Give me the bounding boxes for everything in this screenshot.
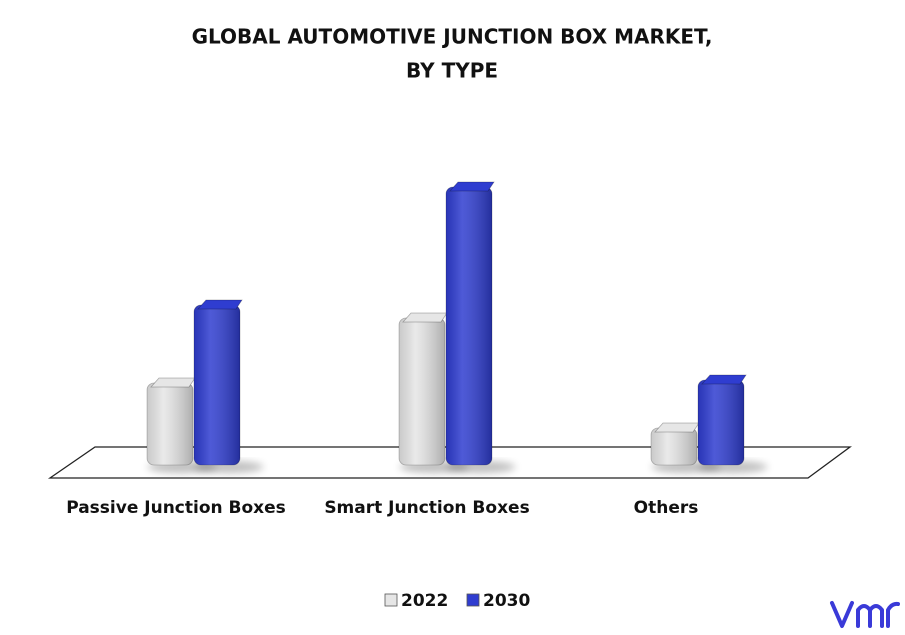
x-tick-label: Passive Junction Boxes [66, 498, 286, 518]
bar-cap [449, 181, 495, 192]
bar-cap [402, 312, 448, 323]
bar-shade [194, 305, 240, 465]
legend-swatch [466, 593, 480, 607]
legend-label: 2022 [401, 591, 448, 611]
bar-cap [654, 422, 700, 433]
bar-shade [147, 383, 193, 465]
bar-cap [701, 374, 747, 385]
chart-title: BY TYPE [406, 59, 498, 83]
bar-shade [446, 187, 492, 465]
bar-shade [698, 380, 744, 465]
plot [146, 181, 768, 473]
x-tick-label: Others [634, 498, 699, 518]
legend: 2022 2030 [384, 591, 530, 611]
bar-cap [150, 377, 196, 388]
legend-swatch [384, 593, 398, 607]
logo [830, 601, 900, 628]
chart-title: GLOBAL AUTOMOTIVE JUNCTION BOX MARKET, [192, 25, 713, 49]
legend-label: 2030 [483, 591, 530, 611]
bar-shade [399, 318, 445, 465]
x-tick-label: Smart Junction Boxes [324, 498, 529, 518]
bar-shade [651, 428, 697, 465]
bar-cap [197, 299, 243, 310]
